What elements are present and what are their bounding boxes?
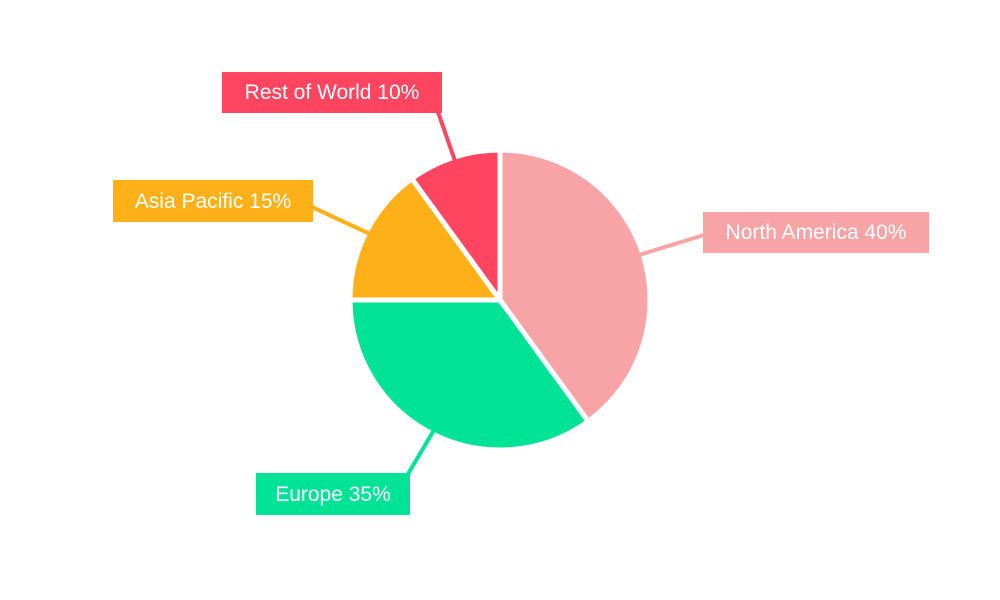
callout-leader-line-rest-of-world: [436, 111, 457, 162]
callout-north-america: North America 40%: [703, 212, 929, 253]
callout-leader-line-europe: [406, 428, 436, 476]
callout-europe: Europe 35%: [256, 473, 410, 515]
callout-asia-pacific: Asia Pacific 15%: [113, 180, 313, 222]
callout-leader-line-north-america: [638, 233, 705, 257]
callout-rest-of-world: Rest of World 10%: [222, 72, 442, 113]
callout-leader-line-asia-pacific: [311, 205, 371, 236]
